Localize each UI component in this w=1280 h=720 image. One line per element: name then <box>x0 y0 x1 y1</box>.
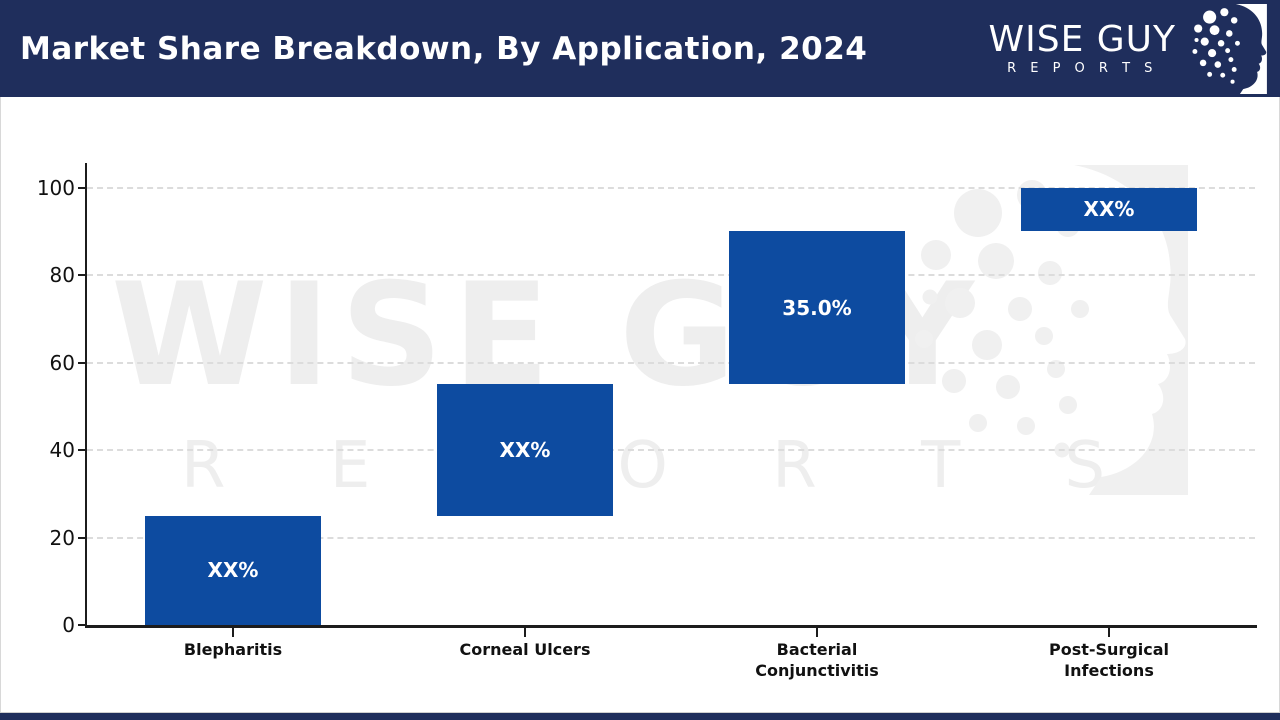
x-tick-0 <box>232 628 234 637</box>
category-label-2: Bacterial Conjunctivitis <box>755 640 879 680</box>
chart-title: Market Share Breakdown, By Application, … <box>20 30 868 67</box>
x-axis-line <box>85 625 1257 628</box>
y-tick-label-40: 40 <box>49 438 75 462</box>
wiseguy-logo: WISE GUY R E P O R T S <box>989 0 1271 97</box>
bar-value-label: 35.0% <box>782 295 852 320</box>
y-tick-label-100: 100 <box>36 175 75 200</box>
y-tick-20 <box>78 536 87 539</box>
y-tick-60 <box>78 361 87 364</box>
category-label-1: Corneal Ulcers <box>459 640 591 659</box>
x-tick-2 <box>816 628 818 637</box>
bar-post-surgical-infections: XX% <box>1021 187 1197 232</box>
y-tick-0 <box>78 624 87 626</box>
bar-corneal-ulcers: XX% <box>437 384 613 516</box>
logo-wordmark: WISE GUY <box>988 19 1176 61</box>
y-tick-80 <box>78 274 87 276</box>
gridline-40 <box>87 449 1255 451</box>
header: Market Share Breakdown, By Application, … <box>0 0 1280 97</box>
y-tick-label-60: 60 <box>49 350 75 375</box>
bar-value-label: XX% <box>499 438 551 462</box>
watermark: WISE GUY R E P O R T S <box>111 253 1148 504</box>
bar-blepharitis: XX% <box>145 515 321 625</box>
y-tick-40 <box>78 449 87 451</box>
x-tick-3 <box>1108 628 1110 637</box>
watermark-reports: R E P O R T S <box>181 429 1148 503</box>
dotted-head-profile-icon <box>1192 3 1267 94</box>
gridline-80 <box>87 274 1255 276</box>
y-tick-100 <box>78 186 87 189</box>
category-label-0: Blepharitis <box>183 640 283 659</box>
y-tick-label-0: 0 <box>62 613 75 637</box>
logo-reports-label: R E P O R T S <box>1007 60 1158 76</box>
bar-value-label: XX% <box>1083 197 1135 222</box>
y-tick-label-80: 80 <box>49 263 75 287</box>
x-tick-1 <box>524 628 526 637</box>
y-tick-label-20: 20 <box>49 525 75 550</box>
footer-bar <box>0 712 1280 720</box>
gridline-20 <box>87 536 1255 539</box>
y-axis-line <box>85 163 87 627</box>
gridline-100 <box>87 186 1255 189</box>
bar-bacterial-conjunctivitis: 35.0% <box>729 231 905 385</box>
category-label-3: Post-Surgical Infections <box>1048 640 1170 680</box>
watermark-wordmark: WISE GUY <box>111 253 984 418</box>
bar-value-label: XX% <box>207 558 259 583</box>
gridline-60 <box>87 361 1255 364</box>
